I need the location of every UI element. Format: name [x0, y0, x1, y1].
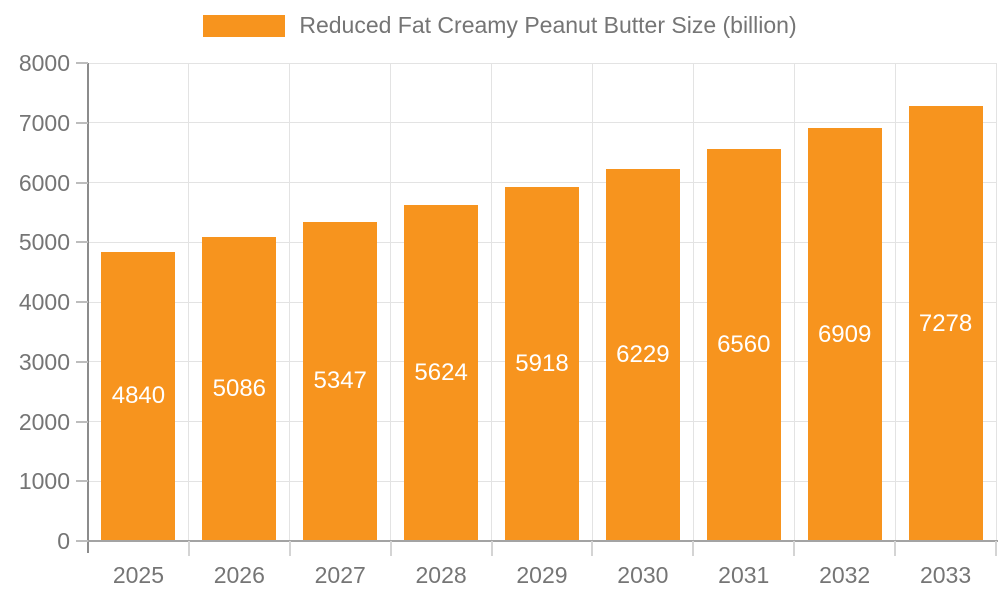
bar-value-label: 7278: [918, 309, 973, 337]
bar-2025[interactable]: 4840: [101, 251, 176, 541]
bar-2033[interactable]: 7278: [908, 106, 983, 541]
gridline-vertical: [591, 63, 593, 541]
x-axis-label: 2028: [415, 562, 467, 588]
x-axis-tick: [490, 541, 493, 556]
bar-2032[interactable]: 6909: [807, 128, 882, 541]
bar-value-label: 4840: [111, 382, 166, 410]
gridline-vertical: [692, 63, 694, 541]
legend-label: Reduced Fat Creamy Peanut Butter Size (b…: [299, 12, 797, 38]
y-axis-label: 6000: [18, 169, 70, 196]
gridline-vertical: [188, 63, 190, 541]
plot-area: 4840 5086 5347 5624 5918 6229 6560 6909 7278: [88, 62, 997, 541]
legend: Reduced Fat Creamy Peanut Butter Size (b…: [0, 12, 1000, 39]
y-axis-tick: [76, 540, 88, 542]
gridline-vertical: [491, 63, 493, 541]
x-axis-tick: [692, 541, 695, 556]
gridline-horizontal: [88, 62, 996, 64]
bar-2026[interactable]: 5086: [202, 237, 277, 541]
gridline-vertical: [390, 63, 392, 541]
x-axis-label: 2025: [112, 562, 165, 588]
bar-2030[interactable]: 6229: [605, 168, 680, 541]
x-axis-tick: [995, 541, 997, 556]
x-axis-tick: [187, 541, 190, 556]
x-axis-label: 2033: [919, 562, 972, 588]
x-axis-label: 2026: [213, 562, 265, 588]
x-axis-label: 2029: [516, 562, 568, 588]
bar-value-label: 6229: [616, 340, 670, 368]
x-axis-tick: [894, 541, 897, 556]
x-axis-line: [86, 540, 998, 542]
y-axis-label: 8000: [18, 50, 70, 76]
y-axis-tick: [76, 62, 88, 64]
y-axis-label: 3000: [18, 348, 70, 375]
x-axis-label: 2027: [314, 562, 366, 588]
y-axis-label: 1000: [18, 468, 70, 495]
y-axis-tick: [76, 360, 88, 363]
y-axis-label: 4000: [18, 289, 70, 315]
y-axis-label: 7000: [18, 109, 70, 136]
bar-2028[interactable]: 5624: [404, 204, 479, 541]
y-axis-line: [87, 63, 89, 553]
x-axis-tick: [288, 541, 291, 556]
x-axis-tick: [793, 541, 796, 556]
y-axis-tick: [76, 181, 88, 184]
bar-2031[interactable]: 6560: [706, 149, 781, 541]
y-axis-label: 5000: [18, 229, 70, 256]
bar-value-label: 5347: [313, 367, 367, 395]
gridline-vertical: [995, 63, 997, 541]
x-axis-tick: [591, 541, 594, 556]
bar-value-label: 5086: [212, 375, 267, 403]
bar-value-label: 6560: [717, 331, 771, 359]
bar-value-label: 5624: [414, 358, 468, 386]
x-axis-label: 2031: [718, 562, 770, 588]
legend-swatch[interactable]: [203, 14, 286, 37]
gridline-vertical: [793, 63, 795, 541]
y-axis-tick: [76, 420, 88, 423]
y-axis-label: 0: [57, 528, 70, 554]
y-axis-tick: [76, 121, 88, 124]
gridline-horizontal: [88, 182, 996, 183]
bar-2027[interactable]: 5347: [303, 221, 378, 541]
x-axis-tick: [389, 541, 392, 556]
x-axis-label: 2030: [617, 562, 669, 588]
gridline-horizontal: [88, 122, 996, 124]
bar-value-label: 6909: [817, 320, 872, 348]
gridline-vertical: [289, 63, 291, 541]
y-axis-tick: [76, 480, 88, 483]
y-axis-label: 2000: [18, 408, 70, 435]
gridline-vertical: [894, 63, 896, 541]
bar-2029[interactable]: 5918: [505, 187, 579, 541]
bar-value-label: 5918: [515, 350, 569, 378]
y-axis-tick: [76, 241, 88, 244]
x-axis-label: 2032: [819, 562, 871, 588]
y-axis-tick: [76, 301, 88, 303]
